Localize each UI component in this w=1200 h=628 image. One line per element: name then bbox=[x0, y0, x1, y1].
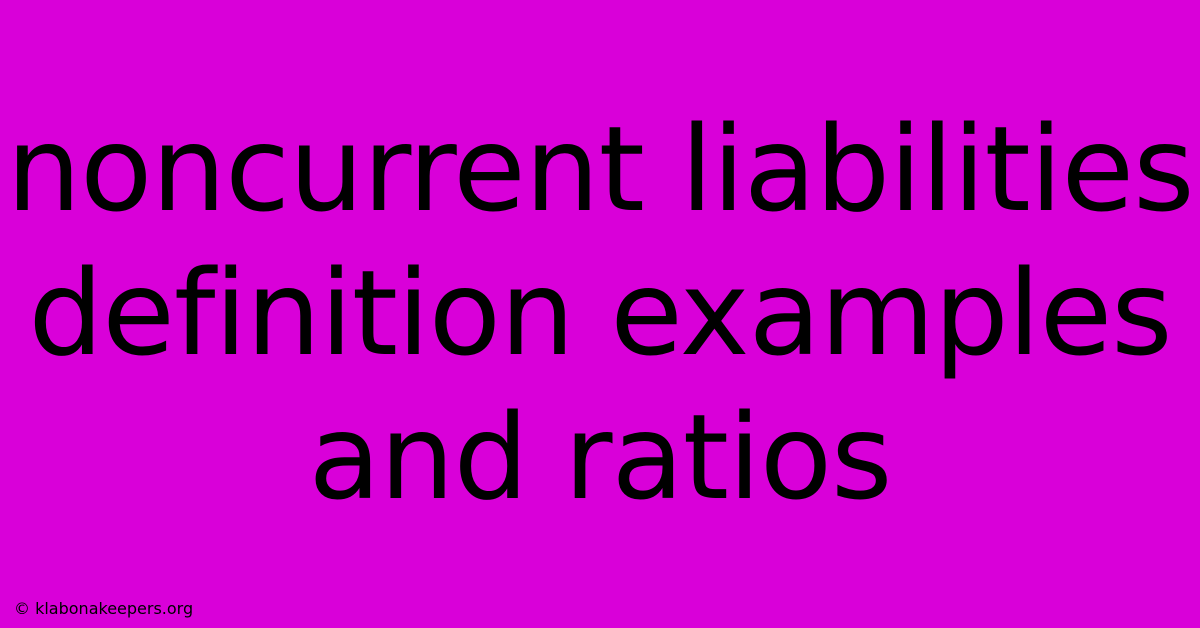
copyright-text: © klabonakeepers.org bbox=[14, 599, 193, 618]
main-title: noncurrent liabilities definition exampl… bbox=[0, 98, 1200, 530]
title-container: noncurrent liabilities definition exampl… bbox=[0, 0, 1200, 628]
